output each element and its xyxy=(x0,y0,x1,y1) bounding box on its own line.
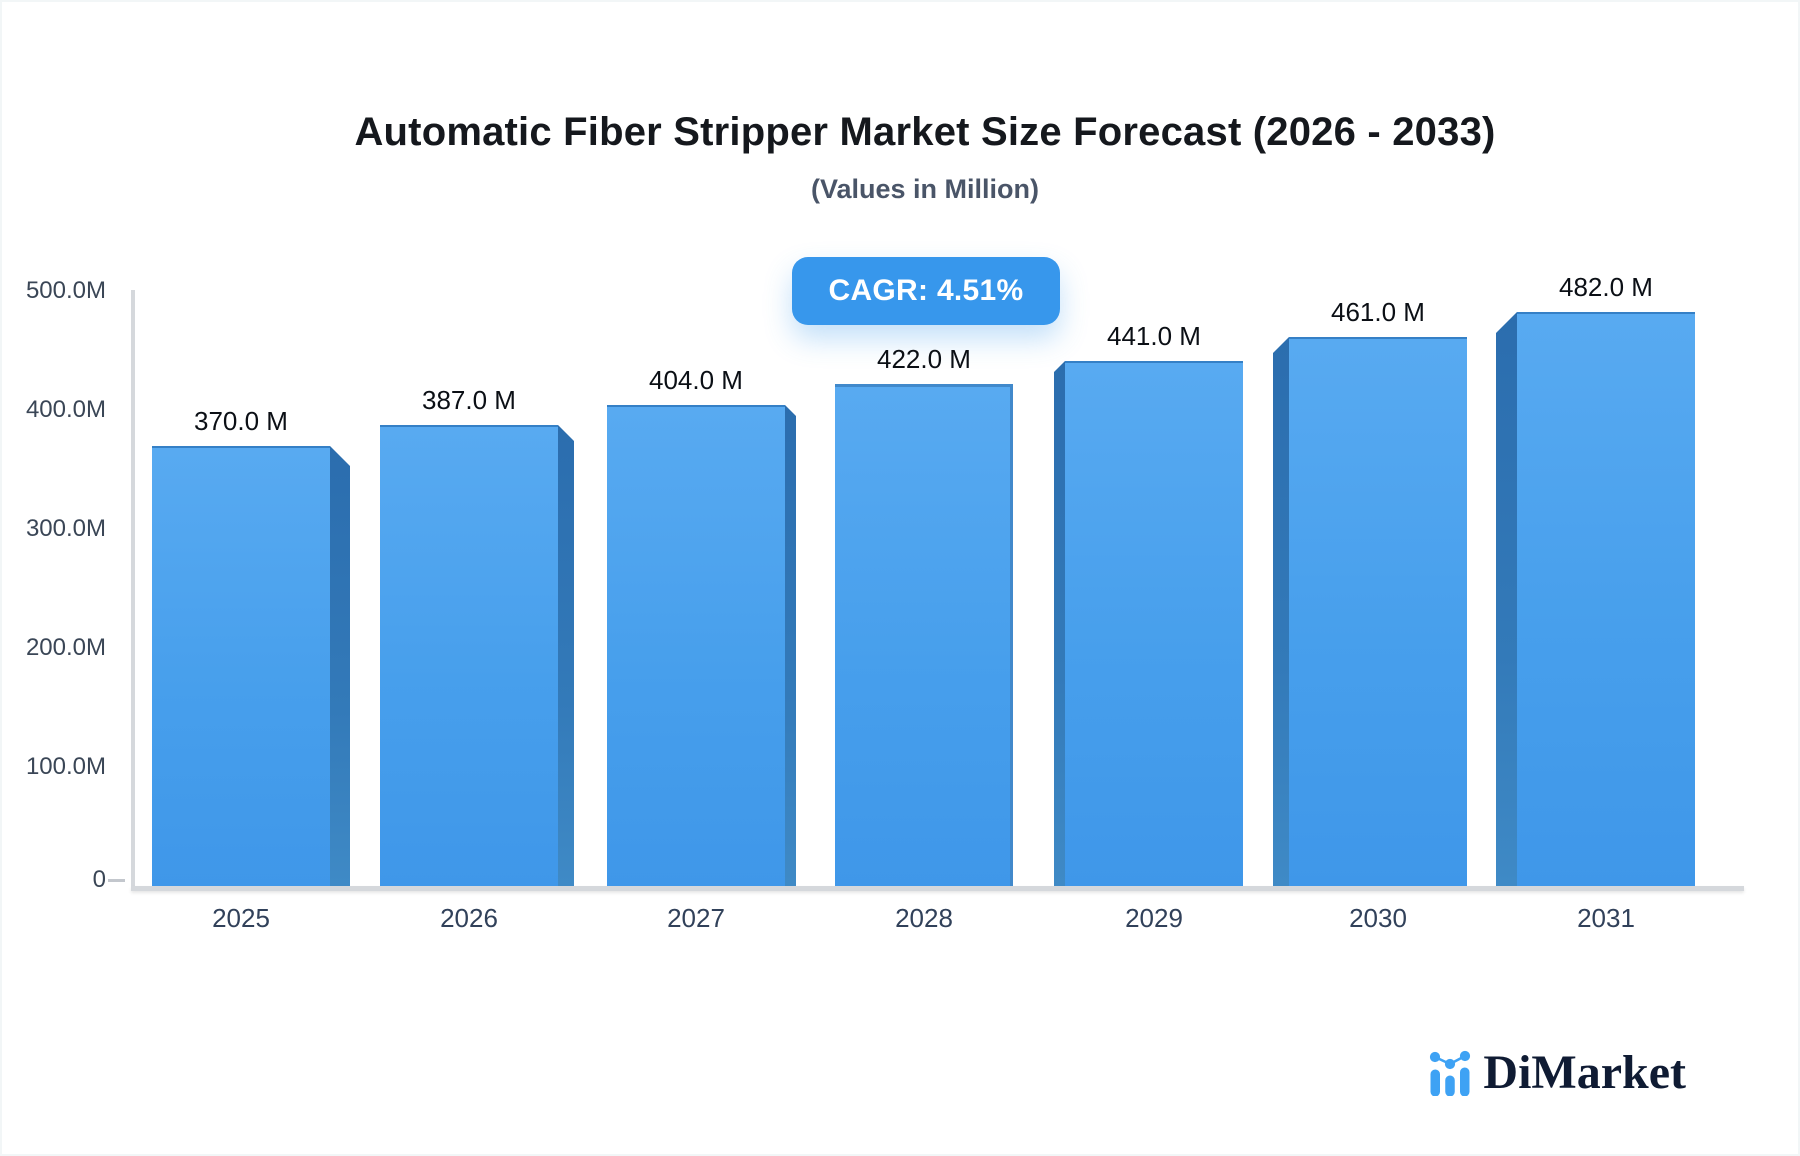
bar-value-label: 482.0 M xyxy=(1559,272,1653,302)
bar-side-face xyxy=(785,405,796,886)
y-axis-label: 400.0M xyxy=(25,396,106,423)
cagr-badge-label: CAGR: 4.51% xyxy=(828,274,1024,307)
x-axis-label: 2025 xyxy=(212,903,270,933)
bar-2027 xyxy=(607,405,785,886)
dimarket-logo: DiMarket xyxy=(1429,1042,1686,1098)
bar-value-label: 387.0 M xyxy=(422,385,516,415)
bar-2025 xyxy=(152,446,330,886)
x-axis-label: 2030 xyxy=(1349,903,1407,933)
axis-tick xyxy=(108,879,125,882)
bar-value-label: 461.0 M xyxy=(1331,297,1425,327)
chart-subtitle: (Values in Million) xyxy=(810,174,1040,204)
bar-2031 xyxy=(1517,312,1695,886)
bar-2026 xyxy=(380,425,558,886)
bar-chart-icon xyxy=(1430,1050,1471,1096)
bar-value-label: 422.0 M xyxy=(877,344,971,374)
bar-side-face xyxy=(1273,337,1289,886)
bar-2029 xyxy=(1065,361,1243,886)
y-axis-label: 0 xyxy=(92,866,106,893)
x-axis-label: 2026 xyxy=(440,903,498,933)
bar-side-face xyxy=(1496,312,1517,886)
y-axis-label: 200.0M xyxy=(25,634,106,661)
y-axis-label: 300.0M xyxy=(25,515,106,542)
x-axis-line xyxy=(131,886,1744,891)
y-axis-label: 100.0M xyxy=(25,753,106,780)
y-axis-line xyxy=(131,290,135,886)
bar-value-label: 370.0 M xyxy=(194,406,288,436)
x-axis-label: 2029 xyxy=(1125,903,1183,933)
x-axis-label: 2028 xyxy=(895,903,953,933)
chart-title: Automatic Fiber Stripper Market Size For… xyxy=(354,110,1496,154)
x-axis-label: 2027 xyxy=(667,903,725,933)
bar-value-label: 441.0 M xyxy=(1107,321,1201,351)
bar-value-label: 404.0 M xyxy=(649,365,743,395)
bar-2028 xyxy=(835,384,1013,886)
logo-text: DiMarket xyxy=(1483,1046,1686,1099)
y-axis-label: 500.0M xyxy=(25,277,106,304)
bar-2030 xyxy=(1289,337,1467,886)
bar-side-face xyxy=(1054,361,1065,886)
bar-side-face xyxy=(330,446,350,886)
x-axis-label: 2031 xyxy=(1577,903,1635,933)
cagr-badge: CAGR: 4.51% xyxy=(792,257,1060,325)
bar-side-face xyxy=(558,425,574,886)
